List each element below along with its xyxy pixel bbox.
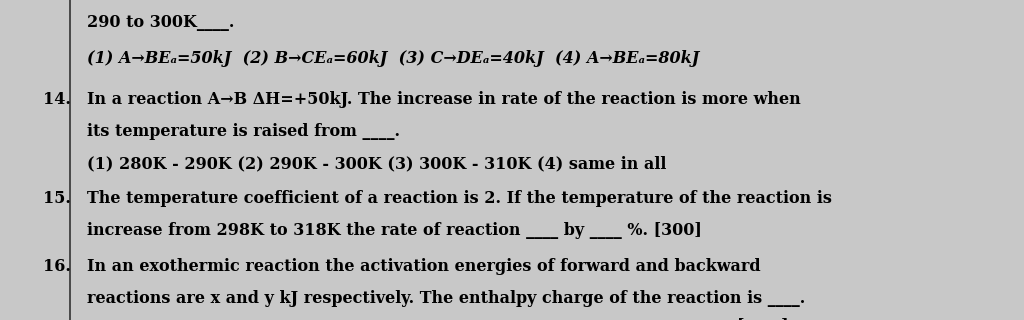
Text: In a reaction A→B ΔH=+50kJ. The increase in rate of the reaction is more when: In a reaction A→B ΔH=+50kJ. The increase… [87,91,801,108]
Text: 14.: 14. [43,91,71,108]
Text: its temperature is raised from ____.: its temperature is raised from ____. [87,123,400,140]
Text: reactions are x and y kJ respectively. The enthalpy charge of the reaction is __: reactions are x and y kJ respectively. T… [87,290,805,307]
Text: 16.: 16. [43,258,71,275]
Text: In an exothermic reaction the activation energies of forward and backward: In an exothermic reaction the activation… [87,258,761,275]
Text: (1) A→BEₐ=50kJ  (2) B→CEₐ=60kJ  (3) C→DEₐ=40kJ  (4) A→BEₐ=80kJ: (1) A→BEₐ=50kJ (2) B→CEₐ=60kJ (3) C→DEₐ=… [87,50,699,67]
Text: increase from 298K to 318K the rate of reaction ____ by ____ %. [300]: increase from 298K to 318K the rate of r… [87,222,701,239]
Text: 15.: 15. [43,190,71,207]
Text: [x - y]: [x - y] [737,318,788,320]
Text: The temperature coefficient of a reaction is 2. If the temperature of the reacti: The temperature coefficient of a reactio… [87,190,831,207]
Text: 290 to 300K____.: 290 to 300K____. [87,14,234,31]
Text: (1) 280K - 290K (2) 290K - 300K (3) 300K - 310K (4) same in all: (1) 280K - 290K (2) 290K - 300K (3) 300K… [87,155,667,172]
